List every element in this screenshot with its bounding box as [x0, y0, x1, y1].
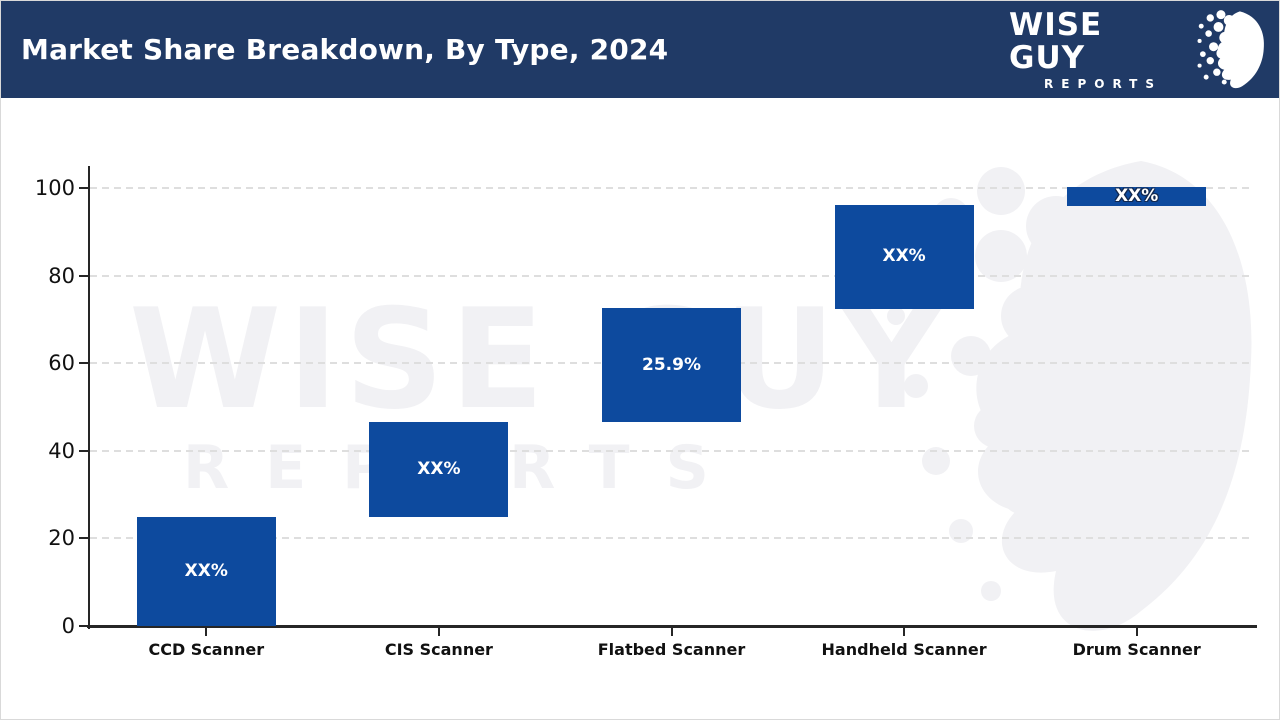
gridline-y-80 — [90, 274, 1253, 277]
x-tick-mark — [437, 628, 440, 636]
x-category-label: Handheld Scanner — [821, 640, 987, 659]
bar-value-label: XX% — [1115, 185, 1159, 206]
y-tick-label: 100 — [34, 176, 75, 200]
y-tick-mark — [79, 274, 88, 277]
x-category-label: Drum Scanner — [1072, 640, 1201, 659]
y-tick-label: 20 — [48, 526, 75, 551]
y-tick-mark — [79, 449, 88, 452]
header-bar: Market Share Breakdown, By Type, 2024 WI… — [1, 1, 1279, 98]
y-tick-mark — [79, 625, 88, 627]
bar-value-label: XX% — [184, 560, 228, 581]
gridline-y-20 — [90, 537, 1253, 540]
bar-value-label: 25.9% — [642, 354, 701, 375]
y-tick-mark — [79, 537, 88, 540]
x-tick-mark — [205, 628, 208, 636]
x-category-label: Flatbed Scanner — [597, 640, 746, 659]
chart-title: Market Share Breakdown, By Type, 2024 — [21, 33, 669, 66]
gridline-y-100 — [90, 187, 1253, 189]
plot-area: 0 20 40 60 80 100 XX% CCD Scanner XX% CIS Scanner… — [35, 166, 1257, 659]
y-tick-mark — [79, 362, 88, 365]
brand-logo: WISE GUY REPORTS — [1009, 7, 1267, 93]
gridline-y-40 — [90, 449, 1253, 452]
bar-drum-scanner: XX% — [1067, 185, 1207, 206]
bar-handheld-scanner: XX% — [834, 205, 974, 309]
brand-subname: REPORTS — [1044, 76, 1162, 91]
x-axis-line — [87, 625, 1257, 628]
bar-flatbed-scanner: 25.9% — [602, 308, 741, 422]
x-category-label: CIS Scanner — [384, 640, 493, 659]
bar-value-label: XX% — [417, 459, 461, 480]
x-tick-mark — [670, 628, 673, 636]
x-tick-mark — [1135, 628, 1138, 636]
y-tick-label: 0 — [61, 614, 75, 638]
brand-name: WISE GUY — [1009, 7, 1103, 76]
y-tick-mark — [79, 187, 88, 189]
brand-logo-text: WISE GUY REPORTS — [1009, 9, 1189, 90]
y-tick-label: 80 — [48, 263, 75, 288]
bar-cis-scanner: XX% — [369, 422, 509, 518]
y-tick-label: 60 — [48, 351, 75, 376]
x-tick-mark — [903, 628, 906, 636]
watermark-text: WISE GUY — [129, 279, 948, 440]
x-category-label: CCD Scanner — [148, 640, 265, 659]
watermark-face-icon — [887, 161, 1252, 631]
y-tick-label: 40 — [48, 438, 75, 463]
bar-value-label: XX% — [882, 246, 926, 267]
brand-face-icon — [1197, 10, 1264, 89]
y-axis-line — [88, 166, 90, 629]
bar-ccd-scanner: XX% — [136, 516, 276, 626]
